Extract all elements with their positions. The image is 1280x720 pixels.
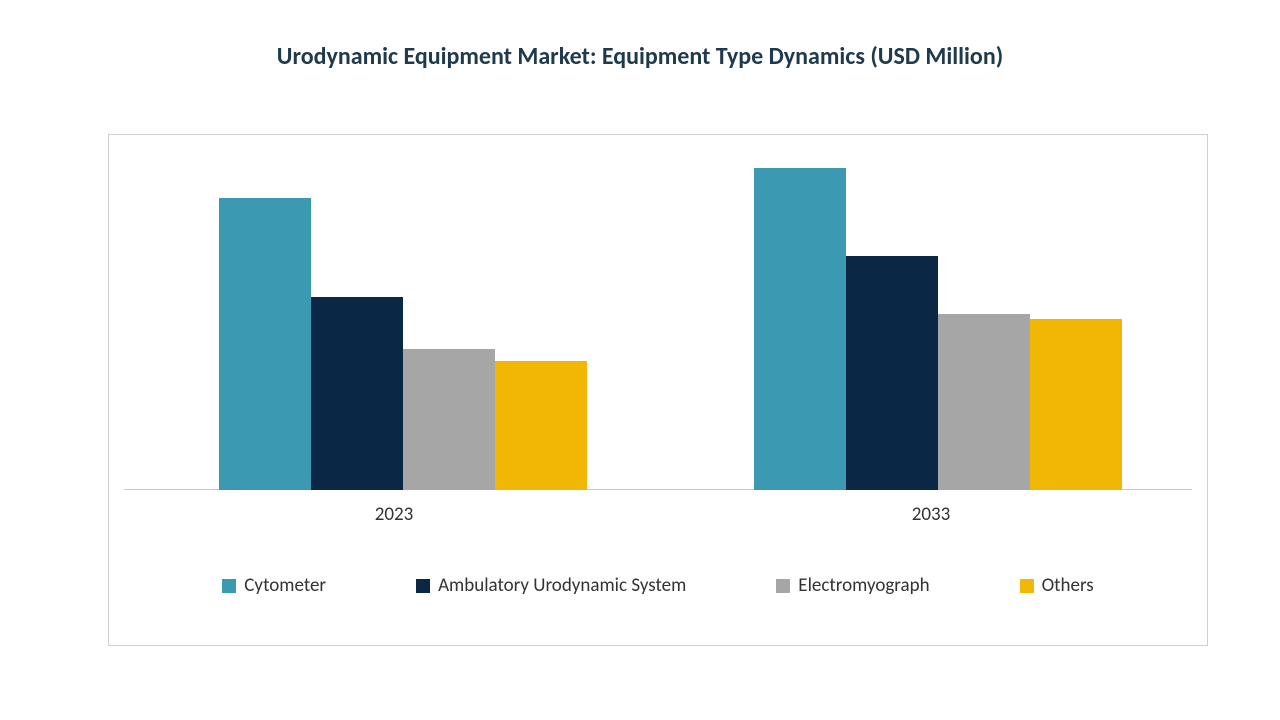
legend-item-ambulatory: Ambulatory Urodynamic System — [416, 574, 686, 597]
legend-item-others: Others — [1020, 574, 1094, 597]
plot-area — [124, 170, 1192, 490]
legend-label-ambulatory: Ambulatory Urodynamic System — [438, 574, 686, 597]
chart-title: Urodynamic Equipment Market: Equipment T… — [0, 42, 1280, 71]
bar-2033-ambulatory — [846, 256, 938, 490]
swatch-others — [1020, 579, 1034, 593]
legend-label-electromyograph: Electromyograph — [798, 574, 929, 597]
legend-item-cytometer: Cytometer — [222, 574, 326, 597]
chart-container: 2023 2033 Cytometer Ambulatory Urodynami… — [108, 134, 1208, 646]
legend-item-electromyograph: Electromyograph — [776, 574, 929, 597]
bar-2033-electromyograph — [938, 314, 1030, 490]
legend: Cytometer Ambulatory Urodynamic System E… — [109, 574, 1207, 597]
bar-group-0 — [219, 198, 587, 490]
xlabel-0: 2023 — [375, 503, 414, 526]
x-axis-labels: 2023 2033 — [124, 503, 1192, 527]
bar-2033-cytometer — [754, 168, 846, 490]
bar-2033-others — [1030, 319, 1122, 490]
bar-2023-ambulatory — [311, 297, 403, 490]
xlabel-1: 2033 — [912, 503, 951, 526]
legend-label-cytometer: Cytometer — [244, 574, 326, 597]
bar-2023-others — [495, 361, 587, 490]
bar-2023-electromyograph — [403, 349, 495, 490]
bar-group-1 — [754, 168, 1122, 490]
swatch-cytometer — [222, 579, 236, 593]
legend-label-others: Others — [1042, 574, 1094, 597]
swatch-ambulatory — [416, 579, 430, 593]
swatch-electromyograph — [776, 579, 790, 593]
bar-2023-cytometer — [219, 198, 311, 490]
